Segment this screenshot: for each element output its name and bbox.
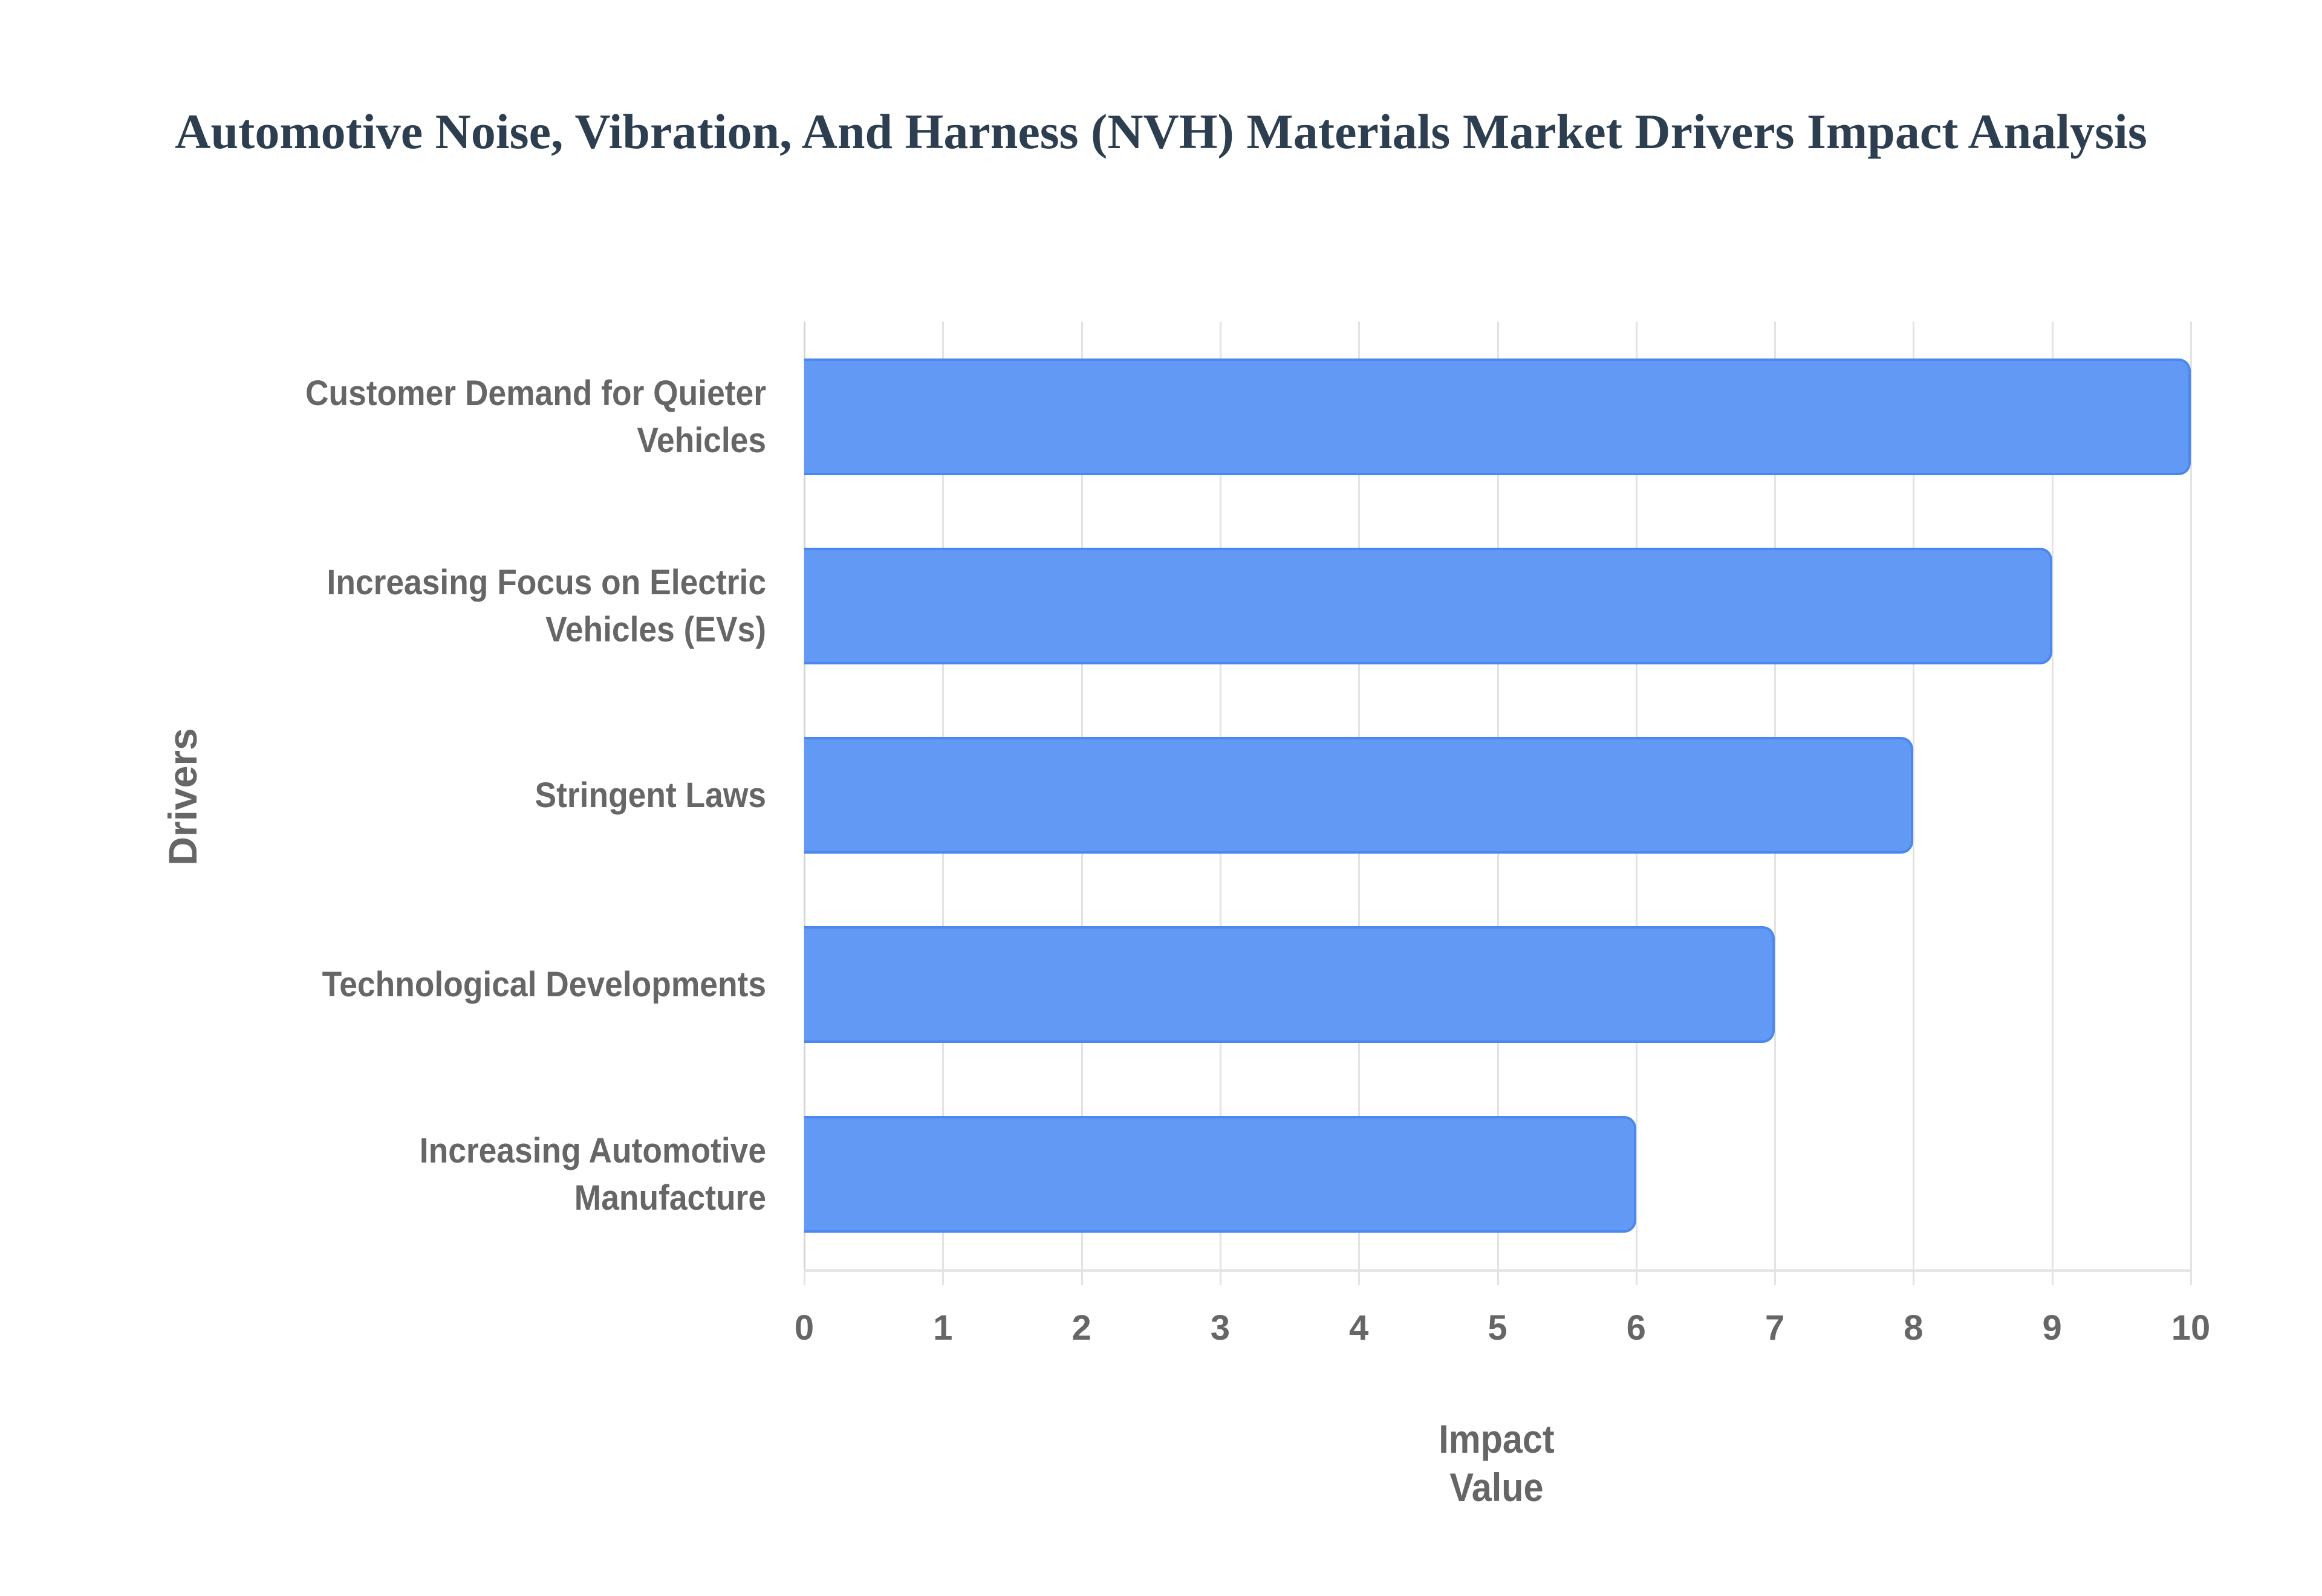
x-tick-label: 10 xyxy=(2171,1308,2211,1348)
y-axis-label: Stringent Laws xyxy=(210,772,766,819)
x-tick-mark xyxy=(1913,1269,1915,1285)
bar[interactable] xyxy=(804,1116,1636,1233)
x-tick-mark xyxy=(1497,1269,1499,1285)
bar[interactable] xyxy=(804,548,2052,664)
bar[interactable] xyxy=(804,358,2191,475)
x-tick-mark xyxy=(804,1269,805,1285)
x-tick-label: 8 xyxy=(1904,1308,1924,1348)
x-tick-label: 9 xyxy=(2042,1308,2062,1348)
bar[interactable] xyxy=(804,737,1914,854)
gridline xyxy=(2190,322,2192,1285)
gridline xyxy=(2051,322,2054,1285)
y-axis-label-line: Manufacture xyxy=(574,1178,766,1218)
y-axis-label: Increasing Focus on Electric Vehicles (EV… xyxy=(210,559,766,654)
x-tick-mark xyxy=(2051,1269,2054,1285)
x-tick-label: 7 xyxy=(1764,1308,1785,1348)
x-tick-mark xyxy=(1774,1269,1777,1285)
x-tick-mark xyxy=(1081,1269,1083,1285)
y-axis-title: Drivers xyxy=(160,728,205,866)
x-tick-mark xyxy=(1635,1269,1637,1285)
x-tick-mark xyxy=(942,1269,945,1285)
x-tick-label: 3 xyxy=(1210,1308,1231,1348)
x-axis-title: Impact Value xyxy=(1439,1416,1555,1510)
y-axis-label-line: Customer Demand for Quieter xyxy=(305,373,766,413)
x-tick-mark xyxy=(2190,1269,2192,1285)
bar[interactable] xyxy=(804,926,1775,1043)
y-axis-label-line: Technological Developments xyxy=(322,964,766,1004)
x-tick-label: 0 xyxy=(794,1308,815,1348)
x-tick-label: 5 xyxy=(1488,1308,1507,1348)
y-axis-label-line: Vehicles (EVs) xyxy=(545,609,766,649)
x-tick-label: 1 xyxy=(933,1308,953,1348)
x-tick-label: 2 xyxy=(1072,1308,1091,1348)
x-tick-label: 6 xyxy=(1626,1308,1646,1348)
plot-area xyxy=(804,322,2192,1285)
y-axis-label: Customer Demand for Quieter Vehicles xyxy=(210,370,766,464)
y-axis-label-line: Vehicles xyxy=(637,420,766,460)
y-axis-label: Technological Developments xyxy=(210,961,766,1008)
y-axis-label-line: Increasing Focus on Electric xyxy=(327,562,766,602)
y-axis-label: Increasing Automotive Manufacture xyxy=(210,1127,766,1222)
x-tick-mark xyxy=(1358,1269,1361,1285)
gridline xyxy=(1913,322,1915,1285)
x-tick-label: 4 xyxy=(1349,1308,1369,1348)
y-axis-label-line: Increasing Automotive xyxy=(419,1130,766,1170)
chart-title: Automotive Noise, Vibration, And Harness… xyxy=(175,104,2147,159)
x-tick-mark xyxy=(1219,1269,1221,1285)
y-axis-label-line: Stringent Laws xyxy=(535,775,766,815)
